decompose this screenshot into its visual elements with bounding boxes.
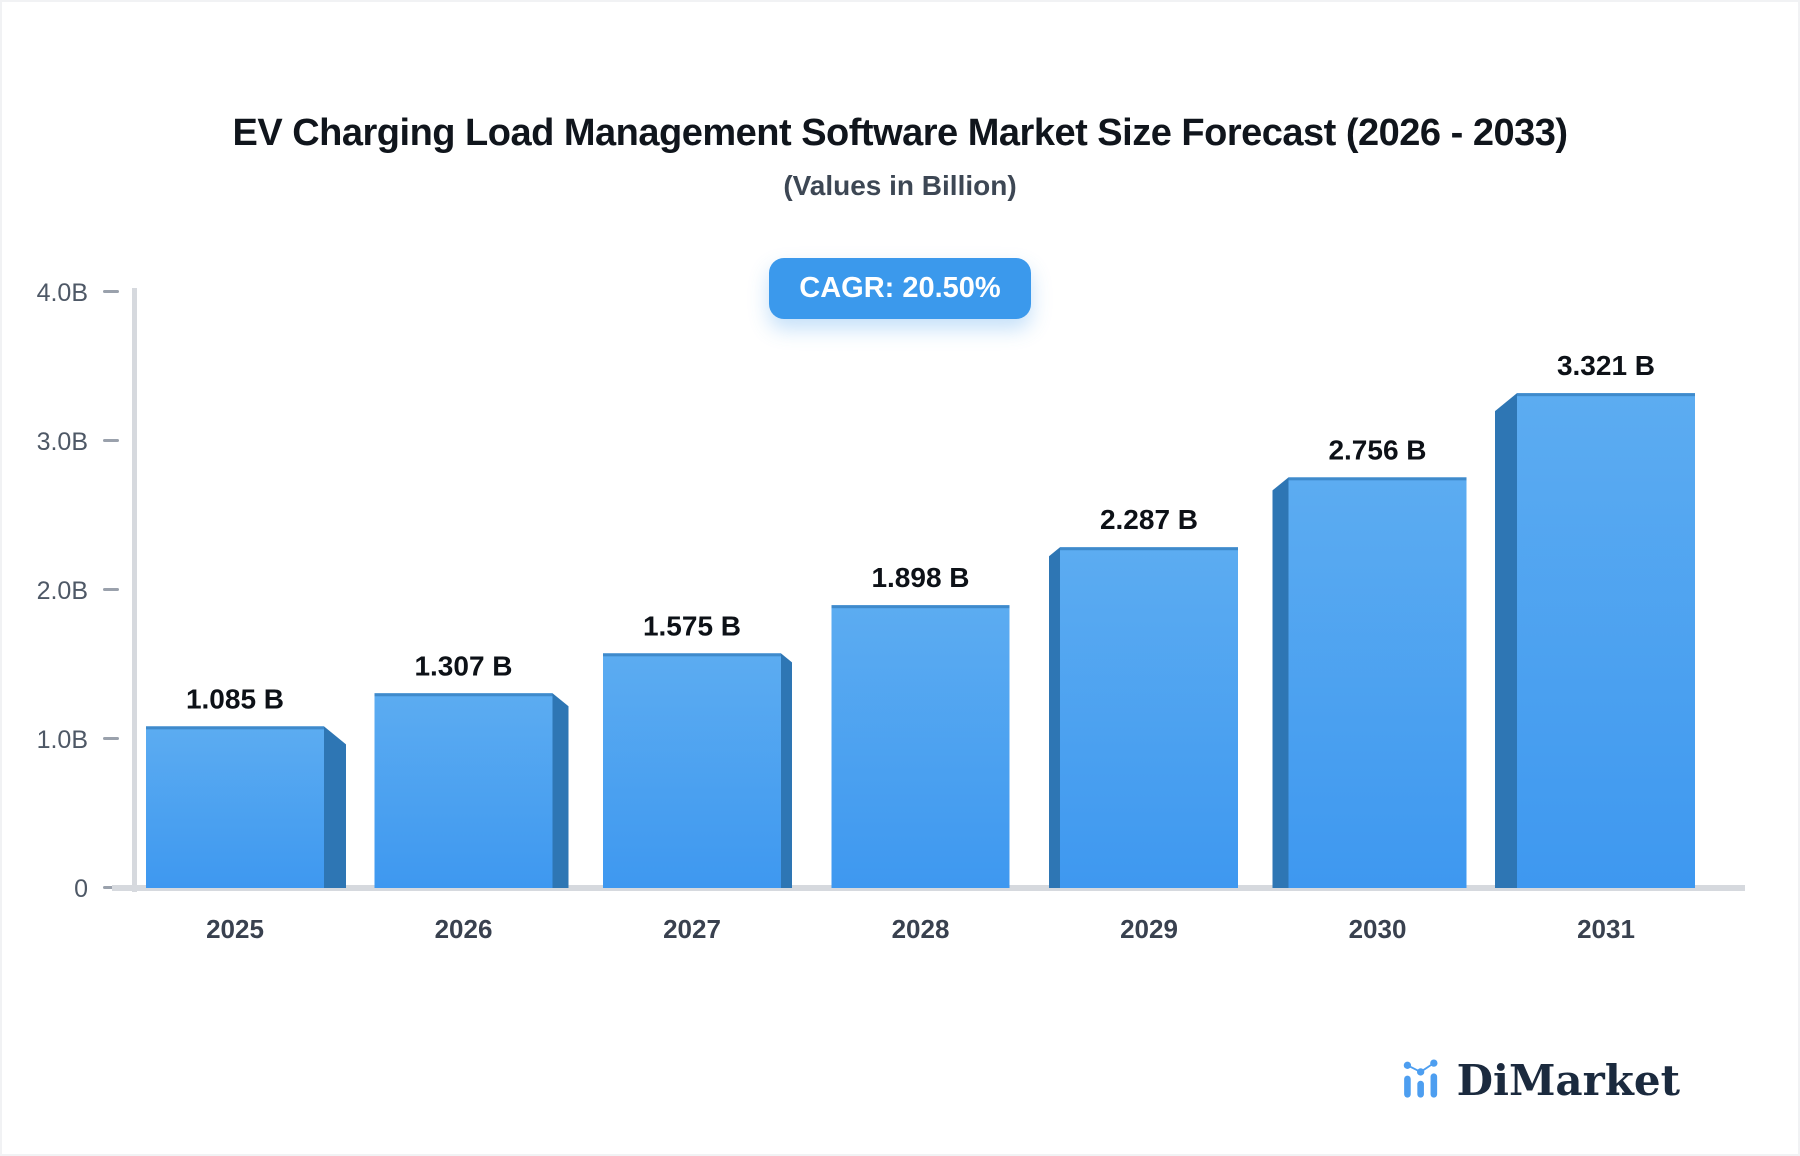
bar-2029 [1060,547,1238,888]
y-axis-line [132,288,137,892]
bar-top-edge-2026 [374,693,553,697]
value-label-2028: 1.898 B [871,562,969,593]
y-tick-1.0B [103,737,119,740]
bar-side-2026 [552,693,569,888]
value-label-2030: 2.756 B [1328,434,1426,465]
y-tick-label-1.0B: 1.0B [37,726,88,754]
bar-top-edge-2031 [1517,393,1695,397]
value-label-2026: 1.307 B [414,650,512,681]
x-tick-label-2026: 2026 [435,914,493,944]
value-label-2029: 2.287 B [1100,504,1198,535]
x-tick-label-2027: 2027 [663,914,721,944]
y-tick-label-2.0B: 2.0B [37,577,88,605]
bar-2025 [146,726,324,888]
bar-side-2029 [1049,547,1060,888]
brand-name: DiMarket [1456,1056,1680,1105]
cagr-badge-row: CAGR: 20.50% [2,258,1798,319]
chart-title: EV Charging Load Management Software Mar… [232,112,1568,154]
y-tick-label-4.0B: 4.0B [37,279,88,307]
bar-2026 [374,693,553,888]
y-tick-2.0B [103,588,119,591]
x-tick-label-2028: 2028 [892,914,950,944]
cagr-badge: CAGR: 20.50% [769,258,1031,319]
bar-top-edge-2025 [146,726,324,730]
bar-side-2030 [1272,477,1289,888]
y-tick-4.0B [103,290,119,293]
bar-2031 [1517,393,1695,888]
value-label-2025: 1.085 B [186,683,284,714]
bar-2028 [831,605,1010,888]
value-label-2031: 3.321 B [1557,350,1655,381]
x-tick-label-2030: 2030 [1349,914,1407,944]
bar-2030 [1288,477,1467,888]
bar-top-edge-2028 [831,605,1010,609]
y-tick-label-3.0B: 3.0B [37,428,88,456]
x-tick-label-2029: 2029 [1120,914,1178,944]
bar-side-2025 [324,726,346,888]
x-tick-label-2025: 2025 [206,914,264,944]
y-tick-label-0: 0 [74,875,88,903]
bar-top-edge-2030 [1288,477,1467,481]
bar-side-2031 [1495,393,1517,888]
brand-logo: DiMarket [1399,1058,1680,1102]
bar-side-2027 [781,653,792,888]
bar-2027 [603,653,781,888]
bar-chart-logo-icon [1403,1059,1438,1098]
chart-subtitle: (Values in Billion) [783,170,1017,201]
y-tick-3.0B [103,439,119,442]
bar-top-edge-2029 [1060,547,1238,551]
value-label-2027: 1.575 B [643,610,741,641]
x-tick-label-2031: 2031 [1577,914,1635,944]
bar-top-edge-2027 [603,653,781,657]
